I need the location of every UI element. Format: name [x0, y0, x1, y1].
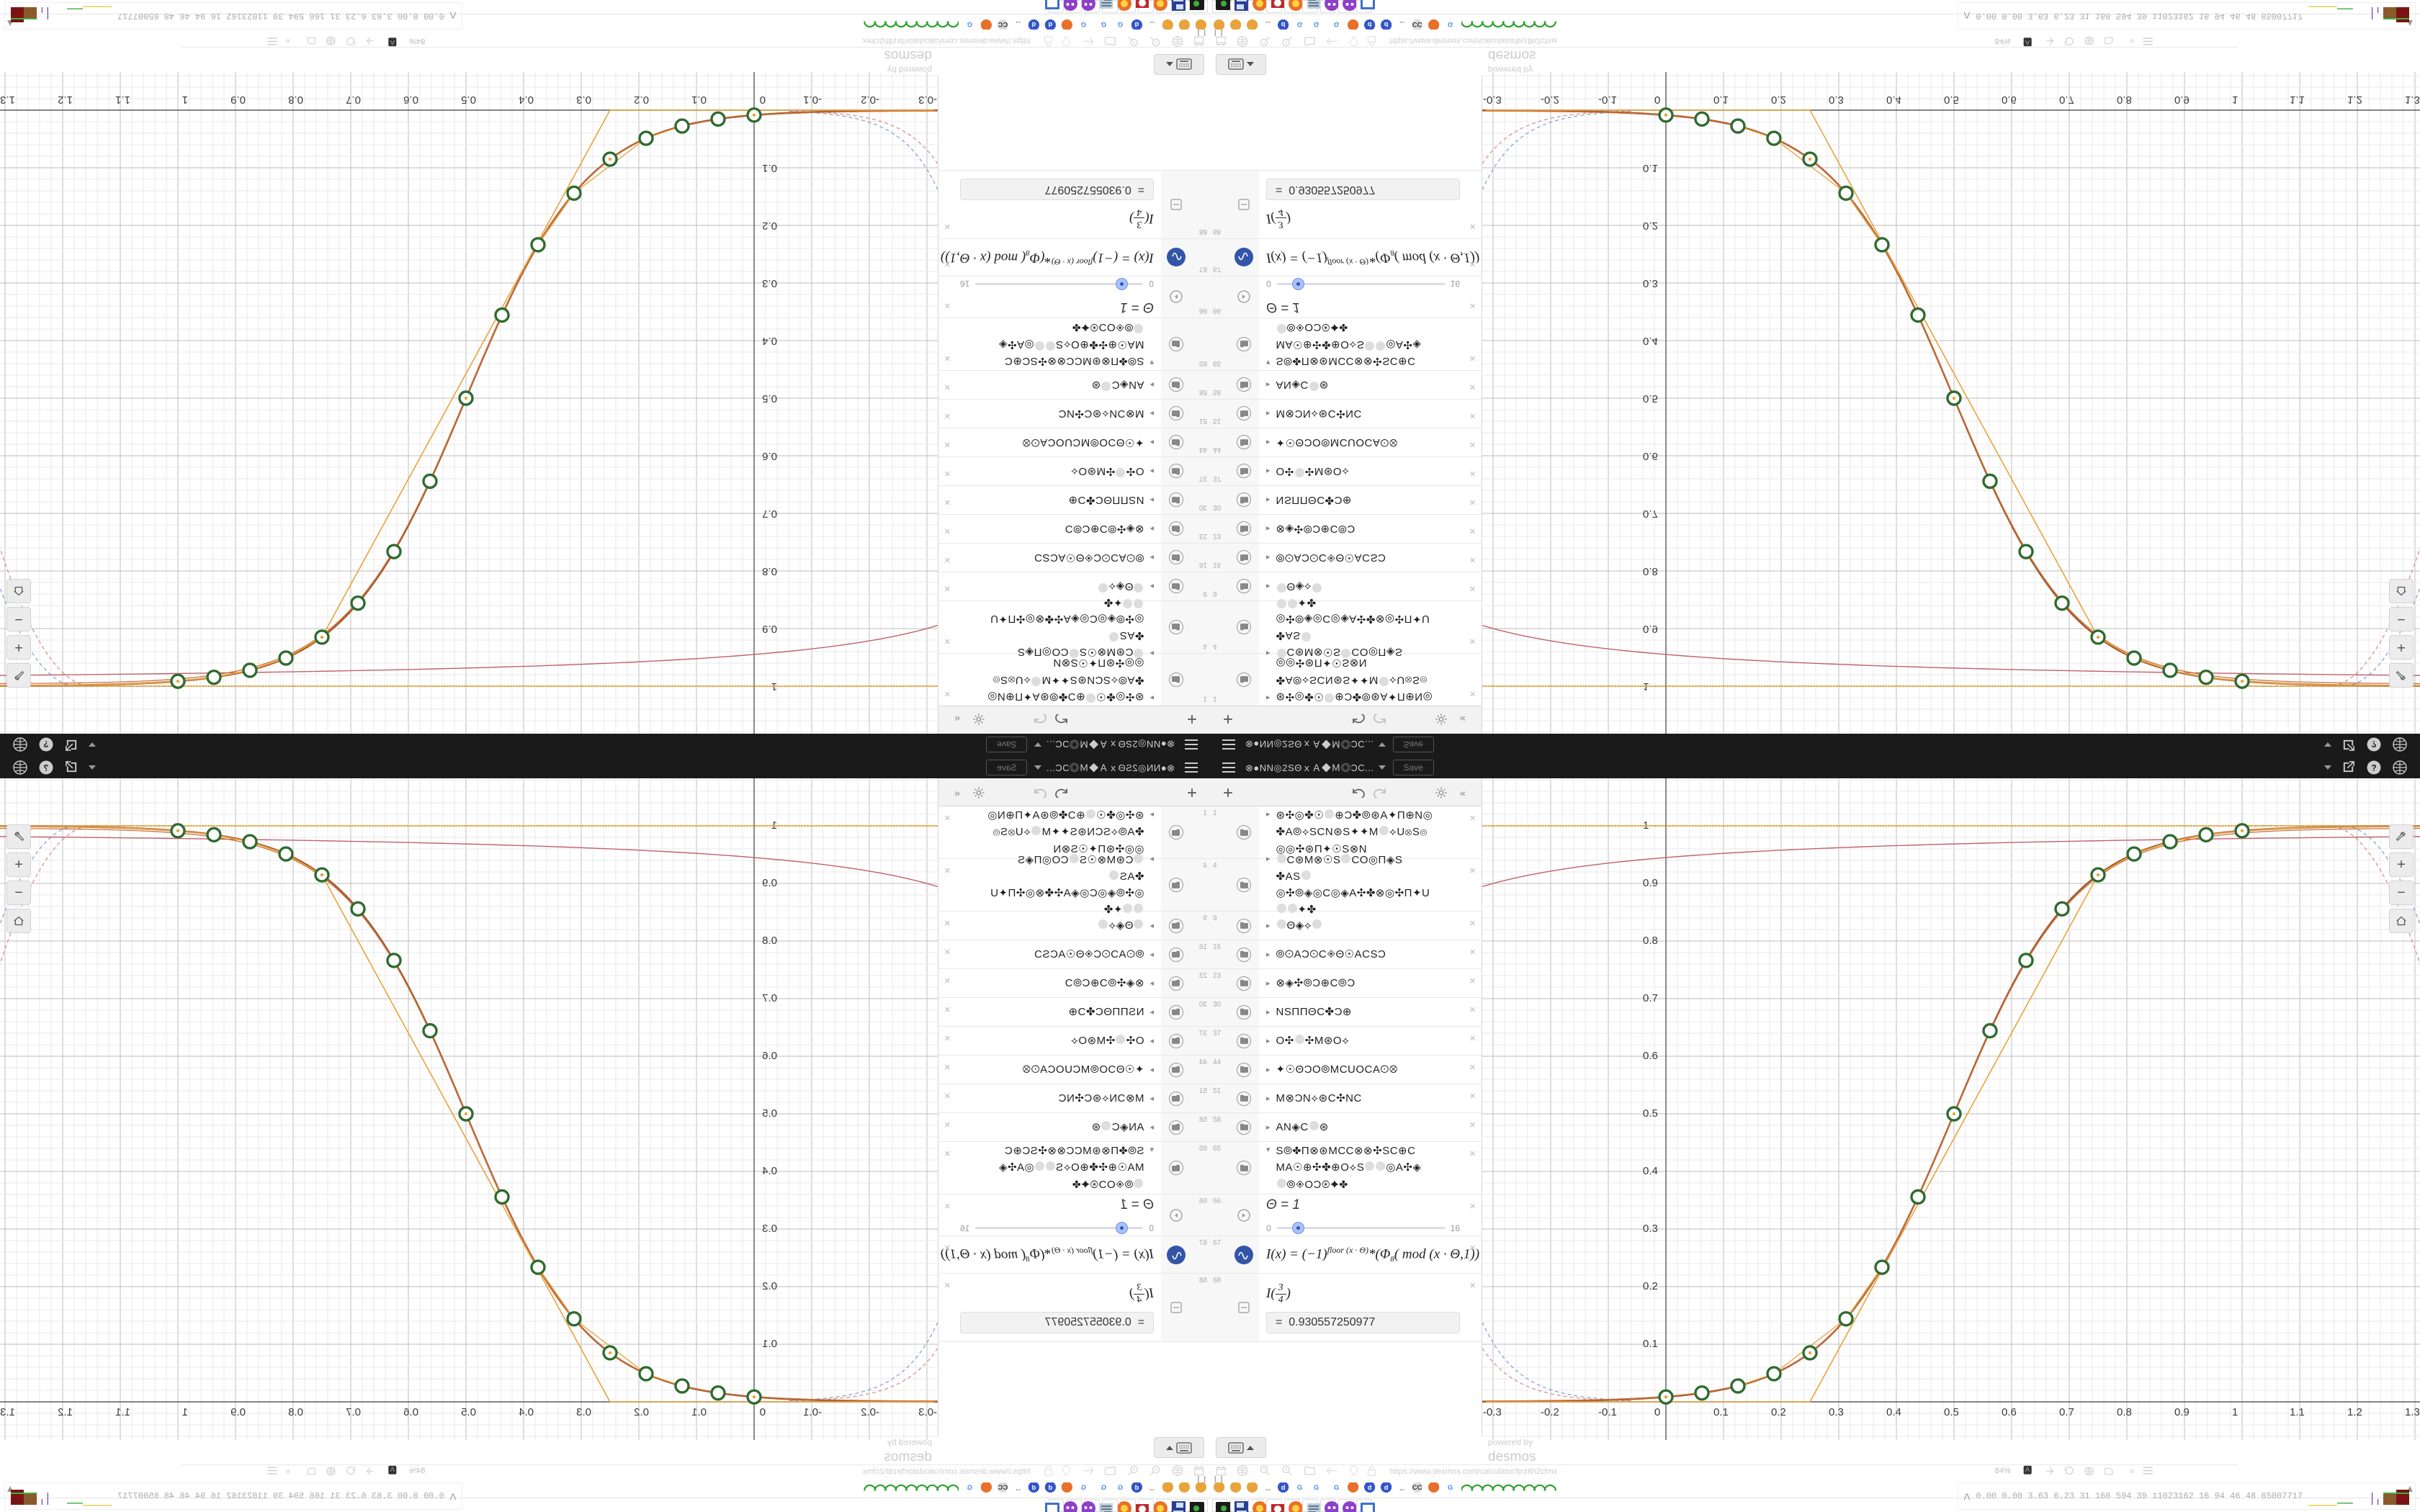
svg-text:G: G: [1297, 22, 1302, 29]
svg-text:G: G: [1334, 22, 1339, 29]
svg-text:d: d: [1384, 1483, 1389, 1490]
svg-text:d: d: [1031, 22, 1036, 29]
svg-text:G: G: [967, 1483, 972, 1490]
svg-text:G: G: [1081, 22, 1086, 29]
svg-text:d: d: [1048, 22, 1052, 29]
svg-text:G: G: [1314, 1483, 1319, 1490]
svg-text:d: d: [1048, 1483, 1052, 1490]
svg-text:CC: CC: [1412, 22, 1422, 29]
svg-text:G: G: [1314, 22, 1319, 29]
svg-text:G: G: [1081, 1483, 1086, 1490]
svg-text:CC: CC: [1412, 1483, 1422, 1490]
svg-text:d: d: [1281, 1483, 1286, 1490]
svg-text:d: d: [1134, 22, 1139, 29]
svg-text:d: d: [1031, 1483, 1036, 1490]
svg-text:d: d: [1384, 22, 1389, 29]
svg-text:CC: CC: [998, 1483, 1008, 1490]
svg-text:G: G: [1334, 1483, 1339, 1490]
svg-text:?: ?: [43, 739, 48, 750]
svg-text:?: ?: [43, 762, 48, 773]
svg-text:d: d: [1281, 22, 1286, 29]
svg-text:?: ?: [2371, 739, 2376, 750]
svg-text:G: G: [1118, 22, 1123, 29]
svg-text:?: ?: [2371, 762, 2376, 773]
svg-text:G: G: [1448, 1483, 1453, 1490]
svg-text:d: d: [1368, 1483, 1372, 1490]
svg-text:G: G: [1297, 1483, 1302, 1490]
svg-text:G: G: [1118, 1483, 1123, 1490]
svg-text:CC: CC: [998, 22, 1008, 29]
svg-text:G: G: [1101, 1483, 1106, 1490]
svg-text:d: d: [1134, 1483, 1139, 1490]
svg-text:G: G: [967, 22, 972, 29]
svg-text:d: d: [1368, 22, 1372, 29]
svg-text:G: G: [1101, 22, 1106, 29]
svg-text:G: G: [1448, 22, 1453, 29]
